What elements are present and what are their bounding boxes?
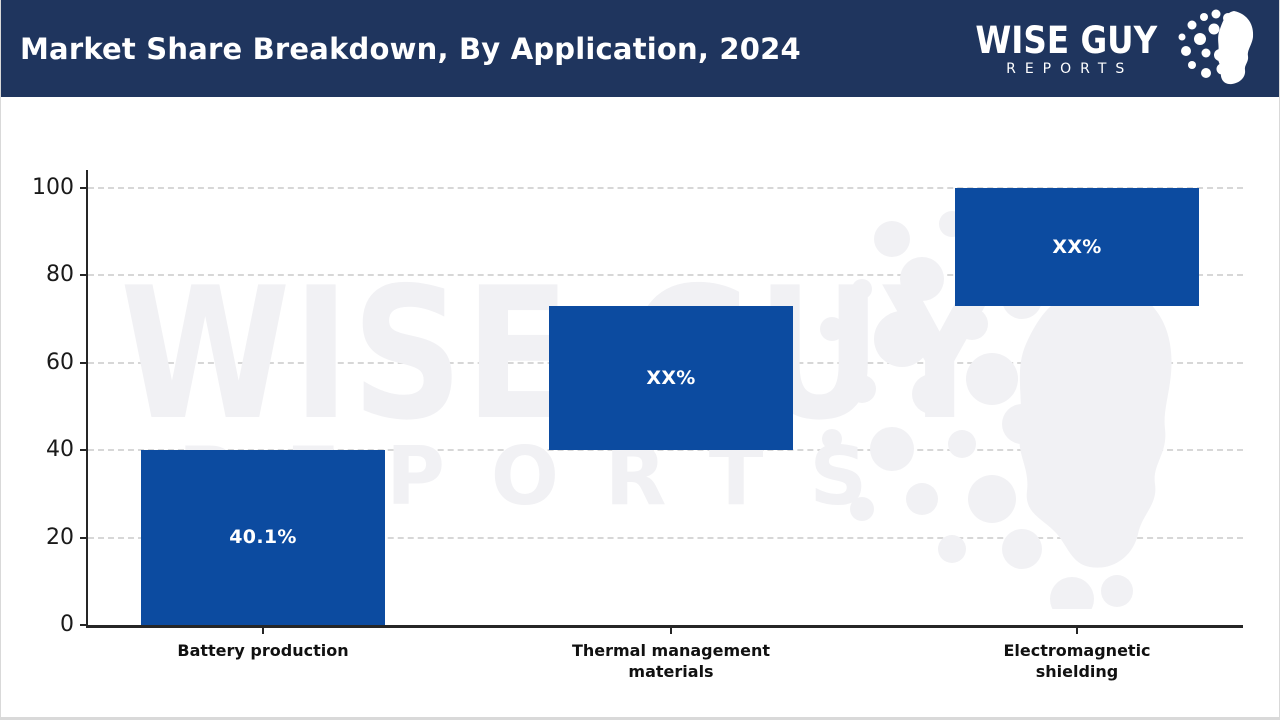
y-tick-mark — [80, 449, 88, 452]
bar-value-label: XX% — [1052, 235, 1102, 258]
y-tick-label: 0 — [60, 612, 74, 637]
bar-value-label: XX% — [646, 366, 696, 389]
y-tick-label: 80 — [46, 262, 74, 288]
gridline — [88, 274, 1243, 277]
header-bar: Market Share Breakdown, By Application, … — [0, 0, 1280, 97]
y-axis — [86, 170, 88, 627]
bar-segment: 40.1% — [141, 449, 385, 625]
x-tick-mark — [262, 625, 264, 634]
brand-logo-text: WISE GUY REPORTS — [963, 22, 1170, 76]
x-axis — [86, 625, 1243, 628]
category-label: Battery production — [177, 641, 349, 660]
y-tick-mark — [80, 187, 88, 189]
y-tick-label: 60 — [46, 349, 74, 375]
y-tick-mark — [80, 274, 88, 277]
category-label: Thermal management materials — [571, 641, 771, 681]
watermark-head-icon — [820, 211, 1172, 609]
y-tick-label: 100 — [32, 175, 74, 200]
brand-name: WISE GUY — [975, 18, 1158, 62]
chart-area: WISE GUY REPORTS 0 20 40 60 80 100 40.1% XX% XX%… — [0, 97, 1280, 720]
y-tick-label: 40 — [46, 437, 74, 463]
gridline — [88, 187, 1243, 189]
brand-subtitle: REPORTS — [1006, 60, 1134, 77]
bar-segment: XX% — [955, 188, 1199, 306]
bar-segment: XX% — [549, 305, 793, 450]
x-tick-mark — [1076, 625, 1078, 634]
gridline — [88, 449, 1243, 452]
x-tick-mark — [670, 625, 672, 634]
bar-value-label: 40.1% — [229, 526, 297, 549]
logo-face-icon — [1178, 9, 1254, 84]
y-tick-mark — [80, 361, 88, 364]
y-tick-mark — [80, 536, 88, 539]
brand-logo: WISE GUY REPORTS — [963, 9, 1254, 89]
category-label: Electromagnetic shielding — [1003, 641, 1151, 681]
gridline — [88, 536, 1243, 539]
y-tick-mark — [80, 624, 88, 626]
y-tick-label: 20 — [46, 524, 74, 550]
page-title: Market Share Breakdown, By Application, … — [20, 31, 801, 66]
